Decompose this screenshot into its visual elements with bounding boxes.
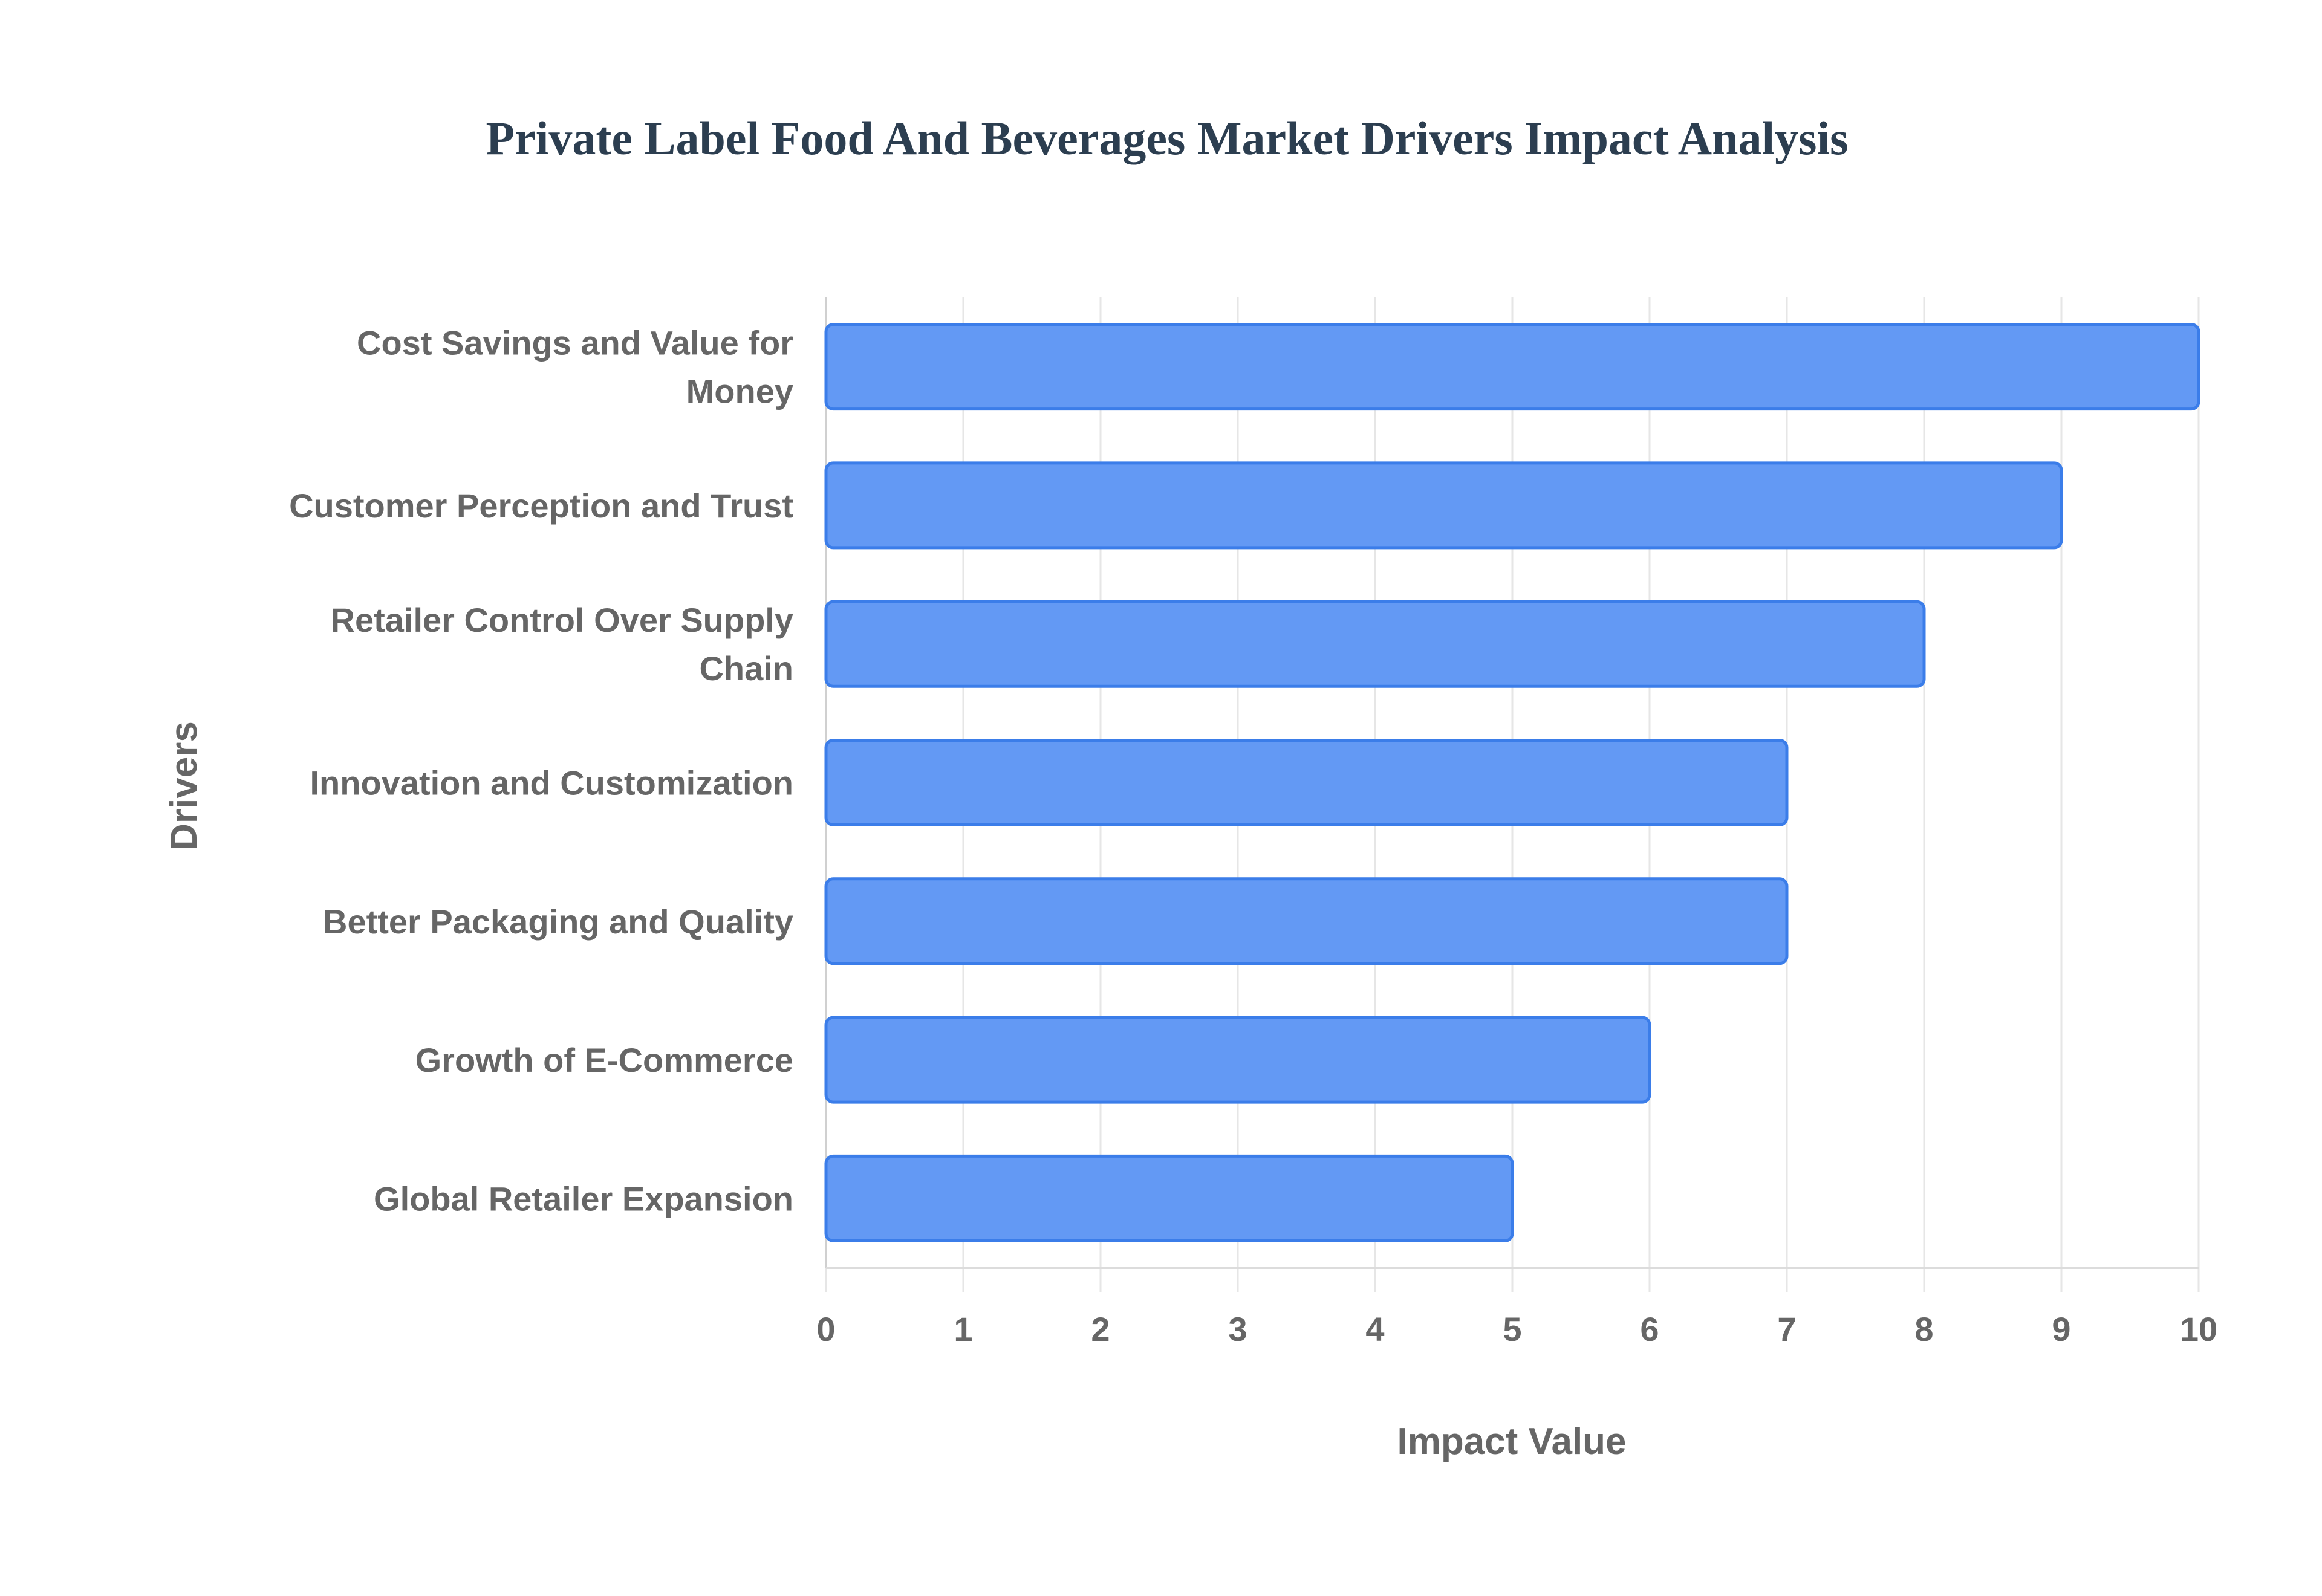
y-tick-label: Cost Savings and Value for xyxy=(357,324,793,362)
y-tick-label: Better Packaging and Quality xyxy=(323,903,793,941)
bar[interactable] xyxy=(824,323,2200,411)
x-tick-label: 5 xyxy=(1503,1310,1521,1348)
y-tick-labels: Cost Savings and Value for Money Customer … xyxy=(289,324,793,1218)
x-axis-title: Impact Value xyxy=(1397,1421,1626,1462)
x-tick-label: 7 xyxy=(1777,1310,1796,1348)
y-tick-label: Global Retailer Expansion xyxy=(374,1179,793,1218)
x-tick-label: 1 xyxy=(954,1310,972,1348)
y-tick-label: Innovation and Customization xyxy=(310,764,793,802)
x-tick-label: 10 xyxy=(2180,1310,2217,1348)
bar[interactable] xyxy=(824,877,1789,965)
x-tick-label: 0 xyxy=(816,1310,835,1348)
y-tick-label: Growth of E-Commerce xyxy=(415,1041,793,1079)
x-tick-label: 9 xyxy=(2052,1310,2070,1348)
bar[interactable] xyxy=(824,1016,1651,1104)
x-tick-label: 2 xyxy=(1091,1310,1110,1348)
x-tick-label: 8 xyxy=(1914,1310,1933,1348)
bar[interactable] xyxy=(824,1154,1514,1242)
y-axis-title: Drivers xyxy=(163,721,205,851)
y-tick-label: Customer Perception and Trust xyxy=(289,487,793,525)
x-tick-label: 4 xyxy=(1365,1310,1384,1348)
bar[interactable] xyxy=(824,600,1926,688)
x-tick-label: 3 xyxy=(1228,1310,1247,1348)
chart-title: Private Label Food And Beverages Market … xyxy=(486,112,1848,164)
y-tick-label: Chain xyxy=(699,649,793,687)
y-tick-label: Money xyxy=(686,372,793,410)
bars xyxy=(824,323,2200,1242)
x-tick-labels: 0 1 2 3 4 5 6 7 8 9 10 xyxy=(816,1310,2217,1348)
bar[interactable] xyxy=(824,461,2063,550)
x-tick-label: 6 xyxy=(1640,1310,1659,1348)
bar[interactable] xyxy=(824,739,1789,826)
y-tick-label: Retailer Control Over Supply xyxy=(331,601,794,639)
